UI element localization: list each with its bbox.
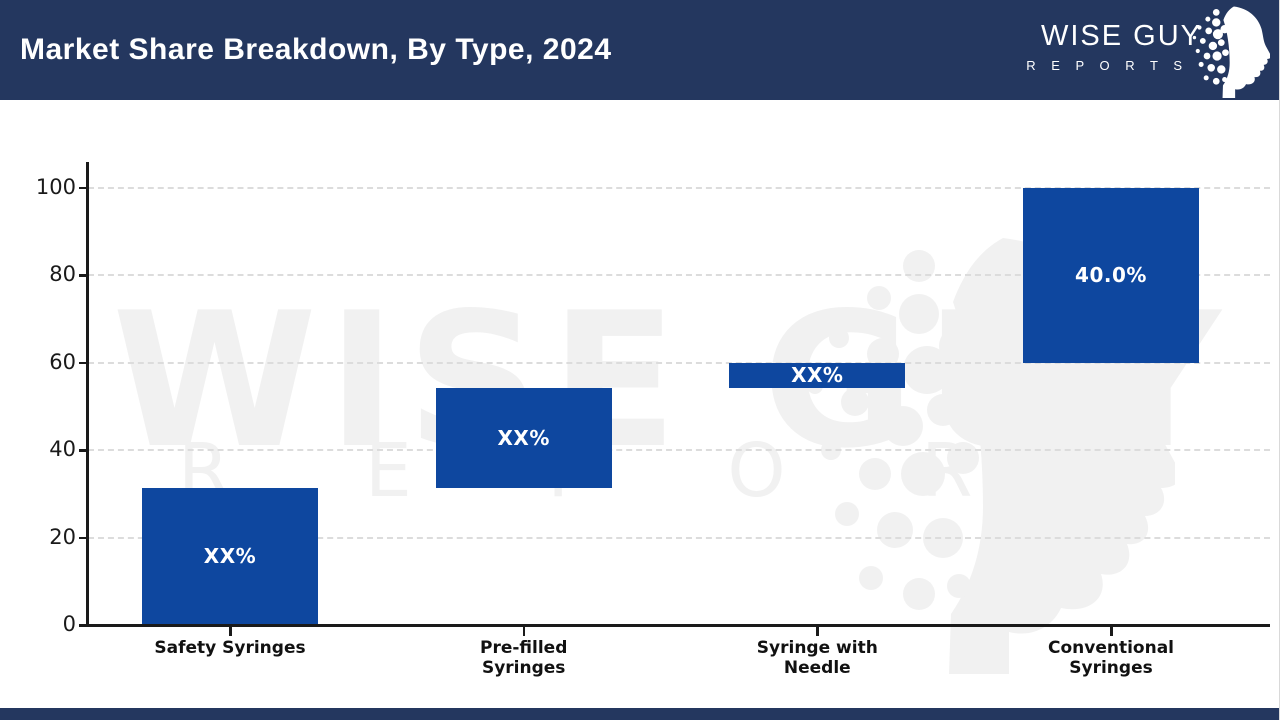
- gridline: [88, 274, 1270, 276]
- x-tick-mark: [522, 627, 526, 636]
- category-label-line: Safety Syringes: [154, 638, 306, 658]
- bar-safety-syringes: XX%: [142, 487, 318, 625]
- bar-value-label: 40.0%: [1075, 263, 1147, 287]
- x-tick-mark: [229, 627, 232, 636]
- gridline: [88, 536, 1270, 539]
- gridline: [88, 186, 1270, 189]
- bar-conventional-syringes: 40.0%: [1023, 187, 1199, 363]
- y-tick-label: 0: [62, 612, 76, 636]
- y-tick-label: 20: [49, 524, 76, 549]
- gridline: [88, 361, 1270, 364]
- header-bar: Market Share Breakdown, By Type, 2024 WI…: [0, 0, 1279, 100]
- logo-name: WISE GUY: [1040, 20, 1202, 52]
- category-label: Conventional Syringes: [981, 638, 1241, 678]
- y-tick-mark: [79, 449, 88, 452]
- y-axis-spine: [86, 162, 89, 627]
- footer-bar: [0, 708, 1279, 720]
- x-axis-line: [84, 624, 1270, 627]
- category-label: Syringe with Needle: [687, 638, 947, 678]
- category-label-line: Syringe with: [756, 638, 878, 658]
- logo-subname: R E P O R T S: [1026, 58, 1188, 73]
- category-label-line: Conventional: [1047, 638, 1174, 658]
- bar-pre-filled-syringes: XX%: [435, 387, 612, 488]
- category-label-line: Syringes: [1069, 658, 1153, 678]
- bar-value-label: XX%: [203, 544, 257, 569]
- y-tick-label: 80: [49, 262, 76, 286]
- category-label-line: Needle: [783, 658, 851, 678]
- y-tick-mark: [79, 536, 88, 539]
- y-tick-label: 100: [35, 174, 76, 199]
- gridline: [88, 449, 1270, 451]
- wise-guy-logo: WISE GUY R E P O R T S: [1012, 0, 1272, 100]
- category-label-line: Syringes: [481, 658, 566, 678]
- bar-syringe-with-needle: XX%: [729, 362, 906, 388]
- y-tick-label: 40: [49, 437, 76, 461]
- x-tick-mark: [1110, 627, 1113, 636]
- logo-dotted-head-icon: [1186, 4, 1270, 98]
- page-title: Market Share Breakdown, By Type, 2024: [20, 33, 612, 66]
- x-tick-mark: [816, 627, 819, 636]
- market-share-chart: 0 20 40 60 80 100 XX% Safety Syringes XX% Pre-fil…: [0, 100, 1279, 720]
- category-label: Safety Syringes: [100, 638, 360, 658]
- y-tick-label: 60: [49, 349, 76, 374]
- y-tick-mark: [79, 624, 88, 627]
- category-label: Pre-filled Syringes: [394, 638, 654, 678]
- bar-value-label: XX%: [791, 363, 844, 388]
- y-tick-mark: [79, 186, 88, 189]
- category-label-line: Pre-filled: [479, 638, 568, 658]
- bar-value-label: XX%: [497, 425, 550, 450]
- y-tick-mark: [79, 361, 88, 364]
- y-tick-mark: [79, 274, 88, 277]
